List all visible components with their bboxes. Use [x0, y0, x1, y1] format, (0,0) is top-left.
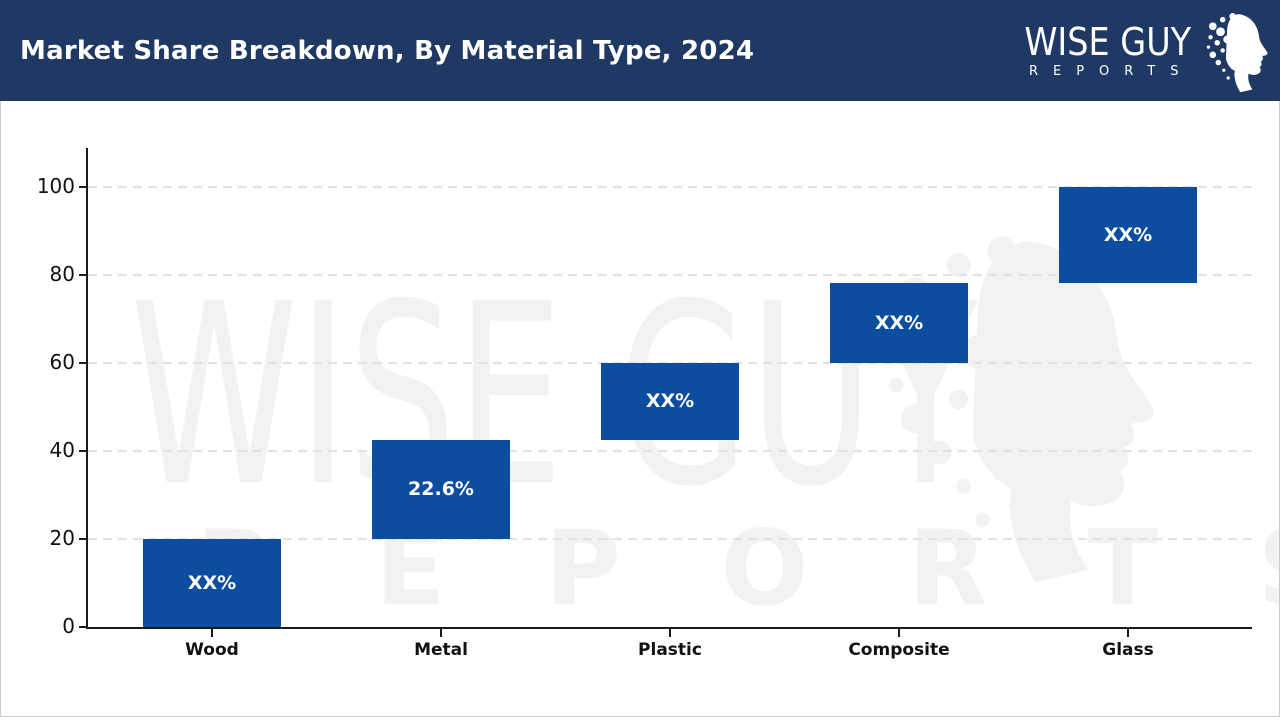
gridline [88, 274, 1252, 276]
x-tick-mark [1127, 629, 1129, 637]
x-tick-mark [440, 629, 442, 637]
bar-value-label: XX% [874, 311, 924, 334]
y-tick-mark [79, 362, 88, 364]
logo-subtitle: REPORTS [1028, 63, 1194, 79]
page-title: Market Share Breakdown, By Material Type… [20, 35, 755, 66]
bar: XX% [601, 363, 739, 440]
x-tick-label: Plastic [638, 640, 702, 660]
gridline [88, 186, 1252, 188]
bar-value-label: 22.6% [408, 478, 474, 501]
logo-wordmark: WISE GUY [1023, 19, 1191, 64]
bar: XX% [1059, 187, 1197, 283]
bar-value-label: XX% [645, 390, 695, 413]
bar-value-label: XX% [187, 572, 237, 594]
left-border [0, 101, 1, 717]
y-tick-label: 0 [62, 614, 75, 638]
x-tick-mark [211, 629, 213, 637]
bar: 22.6% [372, 439, 510, 539]
y-tick-mark [79, 538, 88, 540]
y-tick-mark [79, 450, 88, 452]
wise-guy-logo: WISE GUY REPORTS [1013, 9, 1270, 93]
x-tick-mark [898, 629, 900, 637]
y-tick-label: 20 [49, 526, 75, 550]
y-tick-label: 40 [49, 438, 75, 462]
bar: XX% [830, 282, 968, 363]
y-tick-mark [79, 626, 88, 628]
x-tick-label: Wood [185, 640, 239, 660]
dotted-head-icon [1206, 12, 1268, 92]
bar: XX% [143, 539, 281, 627]
x-axis [86, 627, 1252, 629]
y-tick-label: 60 [49, 350, 75, 374]
header: Market Share Breakdown, By Material Type… [0, 0, 1280, 101]
y-tick-label: 80 [49, 262, 75, 286]
gridline [88, 538, 1252, 540]
y-axis [86, 148, 88, 629]
x-tick-label: Glass [1102, 640, 1154, 660]
x-tick-mark [669, 629, 671, 637]
logo-text: WISE GUY REPORTS [1013, 23, 1202, 79]
bar-value-label: XX% [1103, 223, 1153, 246]
gridline [88, 450, 1252, 452]
y-tick-mark [79, 274, 88, 276]
y-tick-mark [79, 186, 88, 188]
watermark-head-icon [889, 236, 1154, 582]
x-tick-label: Metal [414, 640, 468, 660]
x-tick-label: Composite [848, 640, 950, 660]
bottom-border [0, 716, 1280, 717]
y-tick-label: 100 [36, 174, 75, 198]
